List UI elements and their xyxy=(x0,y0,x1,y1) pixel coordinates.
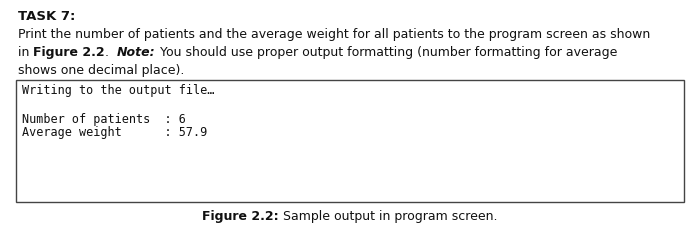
Text: .: . xyxy=(105,46,117,59)
Text: Figure 2.2:: Figure 2.2: xyxy=(202,210,279,223)
Text: Number of patients  : 6: Number of patients : 6 xyxy=(22,113,186,126)
Bar xyxy=(16,80,684,202)
Text: in: in xyxy=(18,46,34,59)
Text: Note:: Note: xyxy=(117,46,155,59)
Text: Writing to the output file…: Writing to the output file… xyxy=(22,84,214,97)
Text: Figure 2.2: Figure 2.2 xyxy=(34,46,105,59)
Text: Print the number of patients and the average weight for all patients to the prog: Print the number of patients and the ave… xyxy=(18,28,650,41)
Text: You should use proper output formatting (number formatting for average: You should use proper output formatting … xyxy=(155,46,617,59)
Text: Sample output in program screen.: Sample output in program screen. xyxy=(279,210,498,223)
Text: shows one decimal place).: shows one decimal place). xyxy=(18,64,184,77)
Text: TASK 7:: TASK 7: xyxy=(18,10,76,23)
Text: Average weight      : 57.9: Average weight : 57.9 xyxy=(22,126,207,139)
